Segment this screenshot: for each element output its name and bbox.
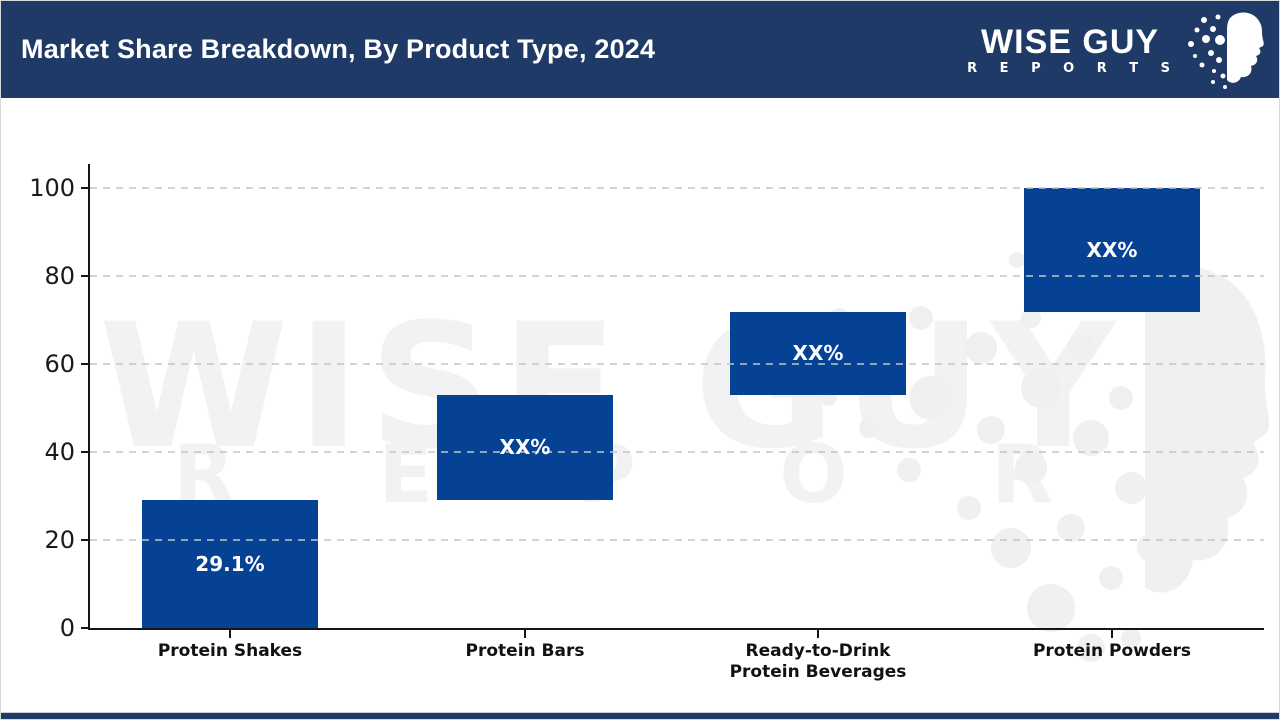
x-category-label-3: Protein Powders (1032, 641, 1192, 661)
x-tick-mark-3 (1111, 630, 1113, 638)
footer-divider (1, 712, 1279, 713)
bar-value-label-0: 29.1% (195, 551, 265, 576)
gridline-40 (90, 451, 1264, 453)
y-tick-label-60: 60 (44, 350, 75, 378)
logo-face-icon (1188, 12, 1264, 89)
header-bar: Market Share Breakdown, By Product Type,… (1, 1, 1279, 98)
footer-bar (1, 713, 1279, 719)
y-tick-mark-20 (81, 539, 89, 541)
x-tick-mark-1 (524, 630, 526, 638)
x-category-label-1: Protein Bars (465, 641, 585, 661)
y-tick-mark-80 (81, 275, 89, 277)
y-tick-mark-40 (81, 451, 89, 453)
bar-segment-1 (437, 394, 613, 500)
y-tick-label-80: 80 (44, 262, 75, 290)
x-category-label-2: Ready-to-Drink Protein Beverages (729, 641, 907, 682)
y-tick-label-40: 40 (44, 438, 75, 466)
bar-value-label-3: XX% (1086, 238, 1138, 263)
logo-text: WISE GUY R E P O R T S (961, 24, 1179, 76)
bar-value-label-1: XX% (499, 435, 551, 460)
bar-segment-3 (1024, 188, 1200, 313)
x-tick-mark-2 (817, 630, 819, 638)
y-tick-mark-0 (81, 627, 89, 629)
logo-wordmark: WISE GUY (981, 22, 1160, 61)
y-tick-mark-100 (81, 187, 89, 189)
y-tick-label-20: 20 (44, 526, 75, 554)
gridline-80 (90, 275, 1264, 277)
bar-value-label-2: XX% (792, 341, 844, 366)
y-tick-mark-60 (81, 363, 89, 365)
y-tick-label-0: 0 (59, 614, 75, 642)
gridline-100 (90, 187, 1264, 189)
page-title: Market Share Breakdown, By Product Type,… (21, 34, 656, 64)
x-axis-line (88, 628, 1264, 630)
gridline-20 (90, 539, 1264, 541)
bar-segment-0 (142, 499, 318, 628)
x-tick-mark-0 (229, 630, 231, 638)
y-axis-line (88, 164, 90, 630)
logo-subtitle: R E P O R T S (967, 60, 1179, 76)
gridline-60 (90, 363, 1264, 365)
wise-guy-reports-logo: WISE GUY R E P O R T S (961, 8, 1267, 92)
x-category-label-0: Protein Shakes (157, 641, 303, 661)
bar-segment-2 (730, 312, 906, 395)
y-tick-label-100: 100 (29, 174, 75, 202)
